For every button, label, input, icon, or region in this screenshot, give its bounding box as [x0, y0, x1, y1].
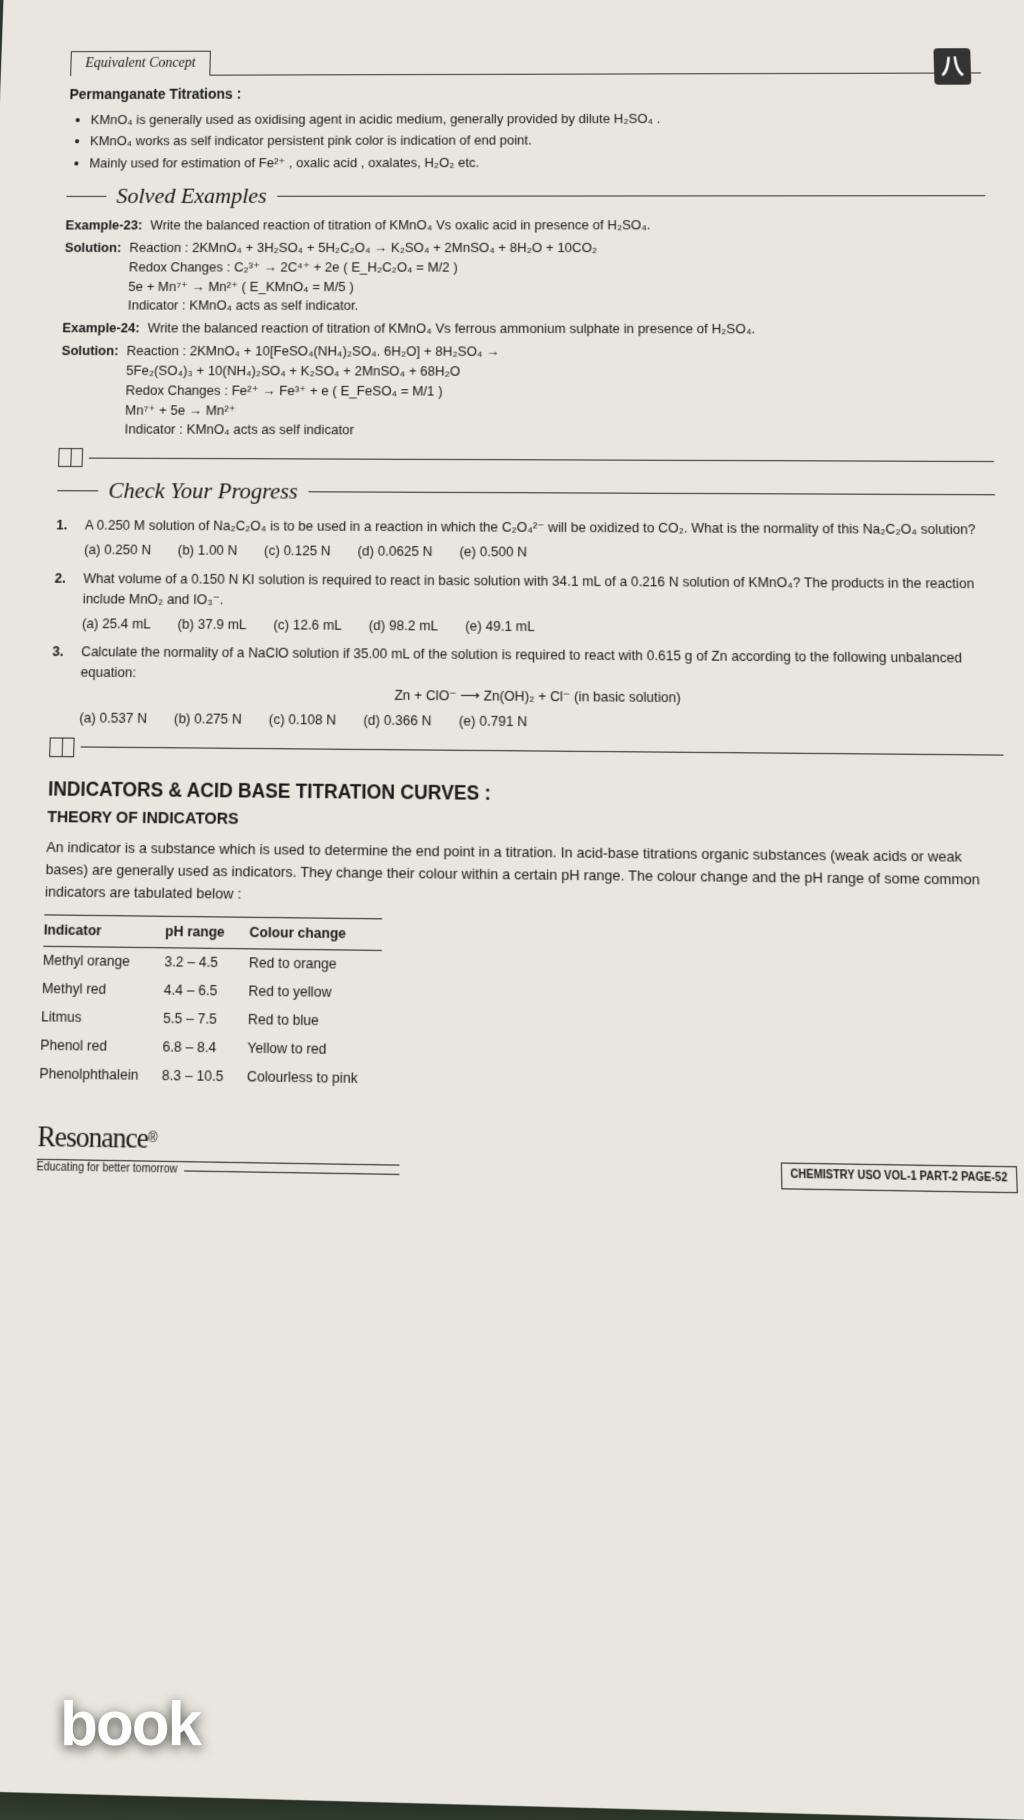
table-row: Methyl orange3.2 – 4.5Red to orange [42, 947, 382, 980]
book-icon [49, 737, 75, 757]
book-cover-text: book [60, 1689, 200, 1760]
question-3-options: (a) 0.537 N (b) 0.275 N (c) 0.108 N (d) … [79, 708, 1003, 736]
solution-line: Reaction : 2KMnO₄ + 3H₂SO₄ + 5H₂C₂O₄ → K… [129, 239, 987, 259]
question-number: 2. [54, 569, 74, 609]
option: (c) 12.6 mL [273, 615, 342, 636]
bullet-item: KMnO₄ is generally used as oxidising age… [90, 109, 983, 130]
col-indicator: Indicator [43, 915, 165, 948]
table-header-row: Indicator pH range Colour change [43, 915, 382, 950]
solution-line: Redox Changes : Fe²⁺ → Fe³⁺ + e ( E_FeSO… [125, 381, 992, 403]
example-label: Example-24: [62, 319, 140, 339]
example-23-solution: Solution: Reaction : 2KMnO₄ + 3H₂SO₄ + 5… [63, 239, 989, 318]
bullet-item: Mainly used for estimation of Fe²⁺ , oxa… [89, 153, 984, 173]
brand-tagline: Educating for better tomorrow [36, 1160, 177, 1179]
solution-line: Indicator : KMnO₄ acts as self indicator… [128, 297, 990, 318]
check-progress-heading: Check Your Progress [108, 474, 298, 509]
solved-examples-heading-row: Solved Examples [66, 179, 986, 212]
question-number: 1. [56, 516, 75, 536]
brand-name: Resonance [37, 1120, 148, 1155]
solution-line: Indicator : KMnO₄ acts as self indicator [124, 420, 993, 443]
brand-tagline-row: Educating for better tomorrow [36, 1159, 399, 1183]
check-progress-heading-row: Check Your Progress [57, 474, 996, 512]
option: (e) 0.791 N [459, 711, 527, 732]
registered-mark: ® [148, 1129, 158, 1145]
option: (d) 0.366 N [363, 710, 431, 731]
chapter-tab: Equivalent Concept [70, 51, 211, 77]
option: (a) 25.4 mL [82, 614, 151, 635]
table-row: Phenolphthalein8.3 – 10.5Colourless to p… [39, 1060, 381, 1093]
question-number: 3. [51, 642, 71, 703]
question-2-options: (a) 25.4 mL (b) 37.9 mL (c) 12.6 mL (d) … [82, 614, 1000, 641]
question-2: 2. What volume of a 0.150 N KI solution … [54, 569, 999, 615]
divider-with-book-icon [49, 737, 1004, 765]
example-prompt: Write the balanced reaction of titration… [150, 216, 986, 236]
example-24: Example-24: Write the balanced reaction … [62, 319, 990, 340]
indicator-table: Indicator pH range Colour change Methyl … [39, 915, 383, 1093]
divider-with-book-icon [58, 448, 994, 471]
book-icon [58, 448, 83, 467]
example-24-solution: Solution: Reaction : 2KMnO₄ + 10[FeSO₄(N… [59, 342, 993, 444]
solution-line: 5Fe₂(SO₄)₃ + 10(NH₄)₂SO₄ + K₂SO₄ + 2MnSO… [126, 361, 991, 383]
example-prompt: Write the balanced reaction of titration… [148, 319, 990, 340]
textbook-page: Equivalent Concept 八 Permanganate Titrat… [0, 0, 1024, 1820]
example-label: Example-23: [65, 216, 142, 235]
solution-line: 5e + Mn⁷⁺ → Mn²⁺ ( E_KMnO₄ = M/5 ) [128, 277, 988, 297]
page-footer: Resonance® Educating for better tomorrow… [36, 1115, 1018, 1192]
option: (c) 0.125 N [264, 541, 331, 562]
col-colour-change: Colour change [249, 918, 382, 951]
permanganate-bullets: KMnO₄ is generally used as oxidising age… [89, 109, 984, 174]
option: (c) 0.108 N [269, 710, 337, 731]
option: (e) 49.1 mL [465, 616, 535, 637]
option: (b) 1.00 N [178, 541, 238, 561]
option: (d) 0.0625 N [357, 542, 432, 563]
option: (e) 0.500 N [459, 542, 527, 563]
question-text: A 0.250 M solution of Na₂C₂O₄ is to be u… [85, 516, 976, 541]
question-1: 1. A 0.250 M solution of Na₂C₂O₄ is to b… [56, 516, 997, 541]
bullet-item: KMnO₄ works as self indicator persistent… [90, 131, 984, 152]
question-equation: Zn + ClO⁻ ⟶ Zn(OH)₂ + Cl⁻ (in basic solu… [80, 683, 1002, 711]
question-text: What volume of a 0.150 N KI solution is … [83, 569, 999, 615]
solution-line: Mn⁷⁺ + 5e → Mn²⁺ [125, 401, 993, 423]
solved-examples-heading: Solved Examples [116, 180, 267, 213]
photo-background: Equivalent Concept 八 Permanganate Titrat… [0, 0, 1024, 1820]
option: (a) 0.537 N [79, 708, 147, 729]
question-1-options: (a) 0.250 N (b) 1.00 N (c) 0.125 N (d) 0… [84, 540, 997, 565]
table-row: Methyl red4.4 – 6.5Red to yellow [42, 975, 382, 1008]
solution-line: Reaction : 2KMnO₄ + 10[FeSO₄(NH₄)₂SO₄. 6… [126, 342, 990, 363]
question-3: 3. Calculate the normality of a NaClO so… [51, 642, 1002, 711]
option: (a) 0.250 N [84, 540, 151, 560]
section-title-permanganate: Permanganate Titrations : [69, 82, 982, 105]
example-23: Example-23: Write the balanced reaction … [65, 216, 986, 236]
resonance-logo: Resonance® Educating for better tomorrow [36, 1115, 399, 1182]
option: (b) 0.275 N [174, 709, 242, 730]
option: (d) 98.2 mL [369, 615, 438, 636]
theory-paragraph: An indicator is a substance which is use… [45, 836, 1009, 915]
solution-label: Solution: [59, 342, 119, 440]
option: (b) 37.9 mL [177, 614, 246, 635]
question-text: Calculate the normality of a NaClO solut… [80, 644, 962, 681]
solution-line: Redox Changes : C₂³⁺ → 2C⁴⁺ + 2e ( E_H₂C… [129, 258, 988, 278]
page-reference: CHEMISTRY USO VOL-1 PART-2 PAGE-52 [780, 1163, 1017, 1193]
solution-label: Solution: [63, 239, 122, 316]
col-ph-range: pH range [165, 917, 250, 949]
person-icon-badge: 八 [933, 48, 971, 85]
